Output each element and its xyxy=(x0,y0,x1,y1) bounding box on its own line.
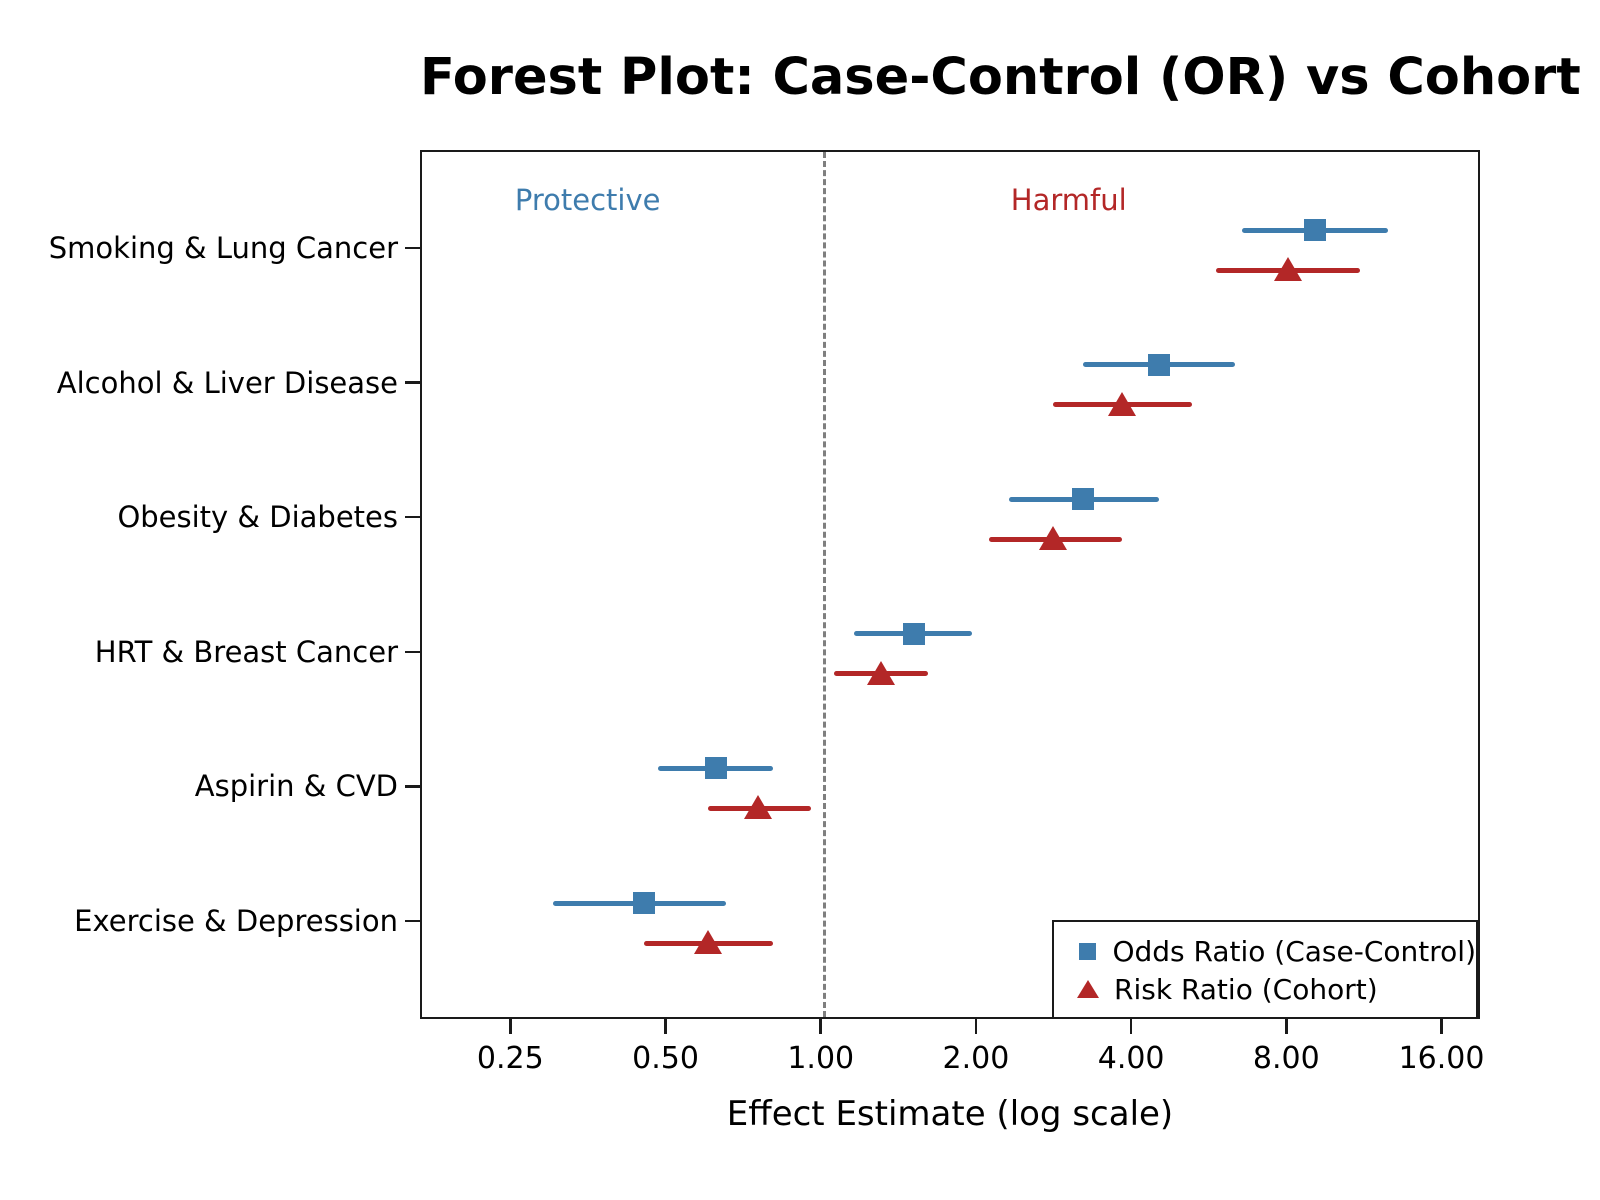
y-tick xyxy=(405,785,420,788)
x-tick xyxy=(664,1019,667,1034)
x-tick xyxy=(1440,1019,1443,1034)
chart-title: Forest Plot: Case-Control (OR) vs Cohort… xyxy=(420,48,1600,107)
point-estimate-triangle-rr xyxy=(1274,257,1303,281)
x-tick-label: 16.00 xyxy=(1398,1041,1485,1076)
legend-item-risk-ratio: Risk Ratio (Cohort) xyxy=(1068,970,1476,1008)
y-tick xyxy=(405,515,420,519)
point-estimate-square-or xyxy=(632,892,655,914)
x-tick xyxy=(1285,1019,1288,1034)
point-estimate-square-or xyxy=(902,622,925,645)
point-estimate-triangle-rr xyxy=(694,930,723,954)
x-tick-label: 1.00 xyxy=(787,1041,855,1076)
point-estimate-triangle-rr xyxy=(1107,391,1136,416)
x-tick xyxy=(1129,1019,1133,1034)
legend-label-risk-ratio: Risk Ratio (Cohort) xyxy=(1114,972,1378,1006)
point-estimate-square-or xyxy=(1072,488,1095,511)
y-tick xyxy=(405,246,420,250)
x-tick xyxy=(974,1019,978,1034)
x-tick-label: 4.00 xyxy=(1097,1041,1165,1076)
y-tick xyxy=(405,381,420,384)
x-tick-label: 8.00 xyxy=(1252,1041,1320,1076)
legend-square-icon xyxy=(1068,942,1106,960)
y-category-label: Alcohol & Liver Disease xyxy=(56,365,398,400)
y-tick xyxy=(405,650,420,654)
y-category-label: Exercise & Depression xyxy=(74,904,398,938)
y-category-label: HRT & Breast Cancer xyxy=(94,634,398,669)
point-estimate-triangle-rr xyxy=(744,795,773,820)
legend: Odds Ratio (Case-Control) Risk Ratio (Co… xyxy=(1052,920,1478,1019)
y-tick xyxy=(405,919,420,923)
point-estimate-square-or xyxy=(1303,219,1326,241)
y-category-label: Obesity & Diabetes xyxy=(117,500,398,535)
point-estimate-square-or xyxy=(1148,353,1171,376)
zone-label-harmful: Harmful xyxy=(1010,183,1127,217)
legend-triangle-icon xyxy=(1068,980,1108,998)
zone-label-protective: Protective xyxy=(514,183,661,217)
x-tick-label: 0.25 xyxy=(476,1041,544,1076)
legend-label-odds-ratio: Odds Ratio (Case-Control) xyxy=(1112,934,1476,968)
x-axis-title: Effect Estimate (log scale) xyxy=(726,1094,1174,1134)
legend-item-odds-ratio: Odds Ratio (Case-Control) xyxy=(1068,932,1476,970)
point-estimate-triangle-rr xyxy=(1039,526,1068,551)
point-estimate-square-or xyxy=(704,757,727,780)
x-tick-label: 2.00 xyxy=(942,1041,1010,1076)
x-tick xyxy=(819,1019,822,1034)
plot-area: Protective Harmful xyxy=(420,150,1480,1019)
y-category-label: Aspirin & CVD xyxy=(194,769,398,804)
reference-line-null-effect xyxy=(822,152,826,1017)
x-tick xyxy=(509,1019,512,1034)
y-category-label: Smoking & Lung Cancer xyxy=(48,231,398,265)
x-tick-label: 0.50 xyxy=(632,1041,699,1076)
point-estimate-triangle-rr xyxy=(867,660,896,685)
